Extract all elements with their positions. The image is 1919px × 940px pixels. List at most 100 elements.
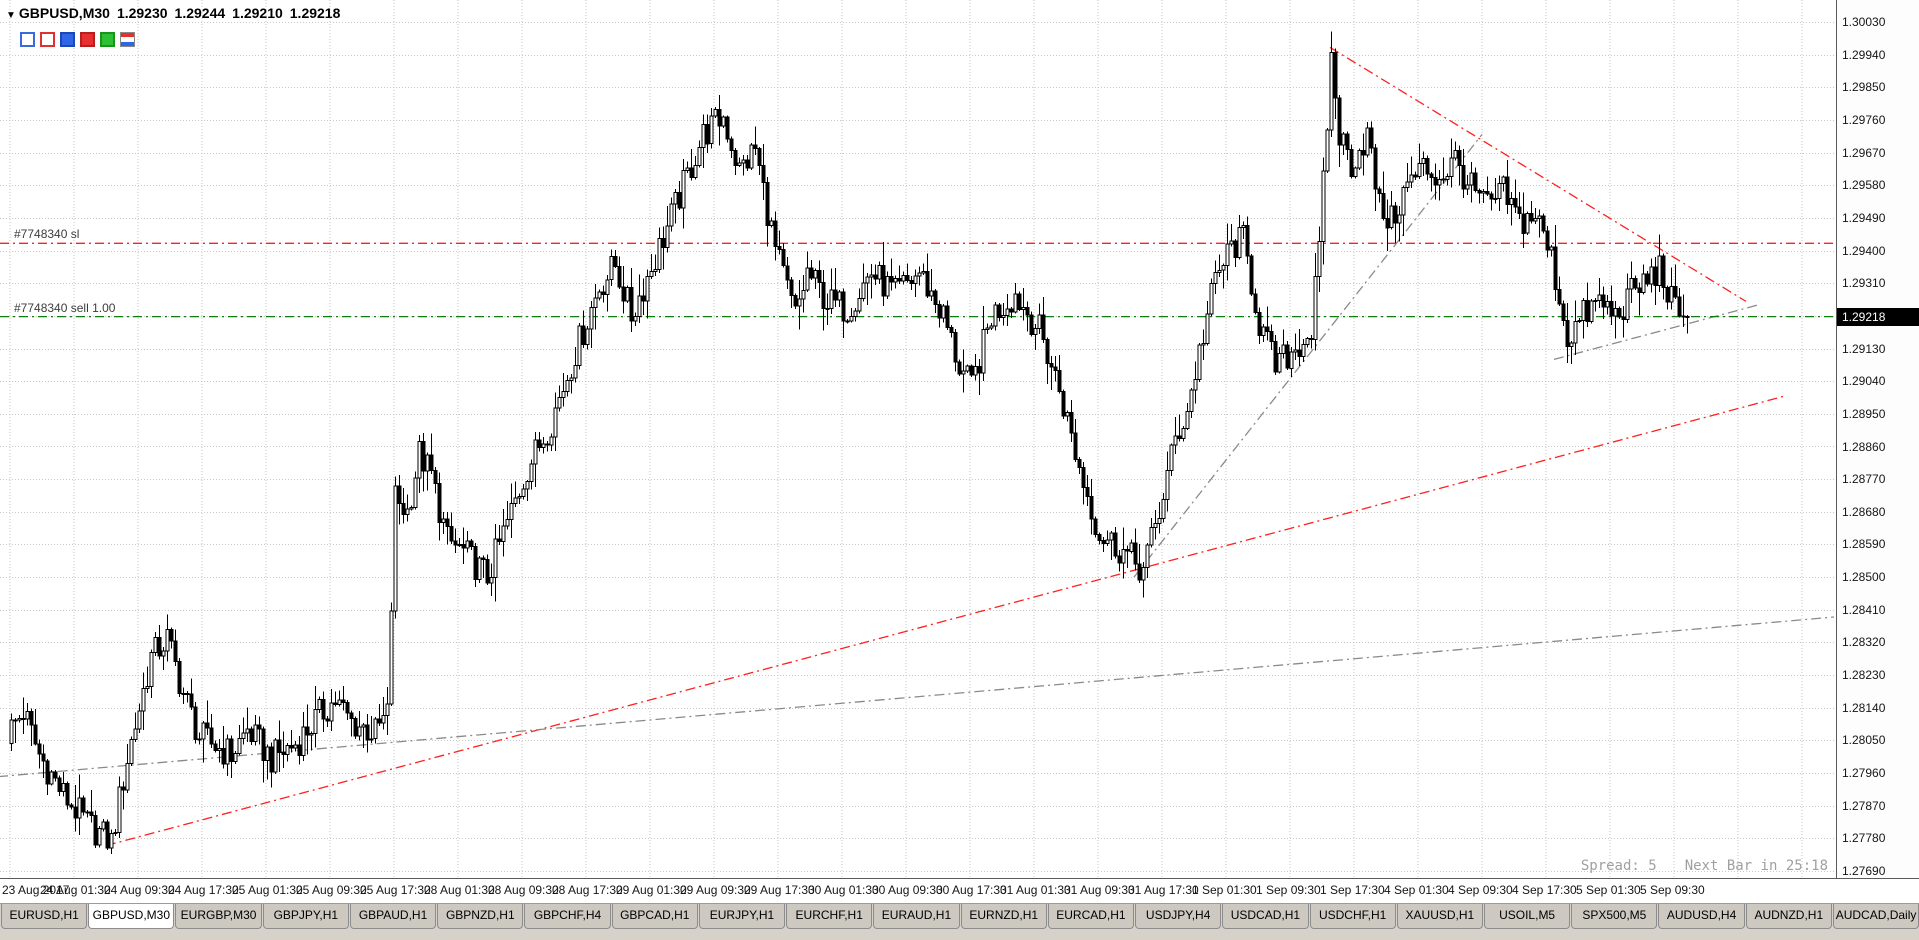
blue-outline-button[interactable] <box>20 32 35 47</box>
price-axis-label: 1.29130 <box>1842 341 1886 356</box>
chart-tabs-bar: EURUSD,H1 GBPUSD,M30 EURGBP,M30 GBPJPY,H1 GB… <box>0 903 1919 940</box>
time-axis-label: 28 Aug 01:30 <box>424 883 495 897</box>
sell-order-line-label[interactable]: #7748340 sell 1.00 <box>14 300 116 315</box>
price-axis-label: 1.28770 <box>1842 472 1886 487</box>
stripe <box>121 41 134 46</box>
current-price-tag: 1.29218 <box>1837 307 1919 326</box>
time-axis-label: 5 Sep 01:30 <box>1576 883 1641 897</box>
price-axis-label: 1.28140 <box>1842 700 1886 715</box>
price-axis-label: 1.28860 <box>1842 439 1886 454</box>
time-axis-label: 29 Aug 09:30 <box>680 883 751 897</box>
symbol-dropdown-icon[interactable]: ▼ <box>6 10 16 21</box>
price-axis-label: 1.27870 <box>1842 798 1886 813</box>
tab-GBPAUD-H1[interactable]: GBPAUD,H1 <box>349 904 437 929</box>
price-axis[interactable]: 1.30030 1.29940 1.29850 1.29760 1.29670 1.295… <box>1837 0 1919 878</box>
red-outline-button[interactable] <box>40 32 55 47</box>
price-axis-label: 1.28320 <box>1842 635 1886 650</box>
price-axis-label: 1.29670 <box>1842 145 1886 160</box>
price-axis-label: 1.28500 <box>1842 570 1886 585</box>
time-axis-label: 30 Aug 17:30 <box>936 883 1007 897</box>
time-axis-label: 1 Sep 01:30 <box>1192 883 1257 897</box>
tab-EURCHF-H1[interactable]: EURCHF,H1 <box>786 904 873 929</box>
time-axis-label: 24 Aug 01:30 <box>40 883 111 897</box>
tab-GBPNZD-H1[interactable]: GBPNZD,H1 <box>437 904 524 929</box>
chart-canvas[interactable]: ▼ GBPUSD,M30 1.29230 1.29244 1.29210 1.29218 … <box>0 0 1836 878</box>
tab-USDCHF-H1[interactable]: USDCHF,H1 <box>1309 904 1396 929</box>
time-axis-label: 5 Sep 09:30 <box>1640 883 1705 897</box>
time-axis-label: 30 Aug 01:30 <box>808 883 879 897</box>
tab-AUDNZD-H1[interactable]: AUDNZD,H1 <box>1745 904 1832 929</box>
tab-EURJPY-H1[interactable]: EURJPY,H1 <box>698 904 786 929</box>
price-axis-label: 1.28230 <box>1842 668 1886 683</box>
price-axis-label: 1.29940 <box>1842 47 1886 62</box>
time-axis-label: 31 Aug 01:30 <box>1000 883 1071 897</box>
tab-AUDCAD-Daily[interactable]: AUDCAD,Daily <box>1832 904 1919 929</box>
time-axis-label: 24 Aug 09:30 <box>104 883 175 897</box>
ohlc-open: 1.29230 <box>116 5 168 21</box>
spread-info: Spread: 5 Next Bar in 25:18 <box>1581 858 1828 874</box>
price-axis-label: 1.28590 <box>1842 537 1886 552</box>
time-axis-label: 31 Aug 09:30 <box>1064 883 1135 897</box>
price-axis-label: 1.29310 <box>1842 276 1886 291</box>
tab-USOIL-M5[interactable]: USOIL,M5 <box>1483 904 1571 929</box>
tab-EURUSD-H1[interactable]: EURUSD,H1 <box>1 904 88 929</box>
tab-EURAUD-H1[interactable]: EURAUD,H1 <box>873 904 960 929</box>
time-axis-label: 24 Aug 17:30 <box>168 883 239 897</box>
tab-USDCAD-H1[interactable]: USDCAD,H1 <box>1222 904 1309 929</box>
time-axis-label: 1 Sep 17:30 <box>1320 883 1385 897</box>
chart-title: ▼ GBPUSD,M30 1.29230 1.29244 1.29210 1.29218 <box>6 5 347 21</box>
time-axis-label: 25 Aug 17:30 <box>360 883 431 897</box>
price-axis-label: 1.27690 <box>1842 864 1886 878</box>
tab-EURCAD-H1[interactable]: EURCAD,H1 <box>1047 904 1135 929</box>
time-axis-label: 4 Sep 17:30 <box>1512 883 1577 897</box>
time-axis-label: 29 Aug 17:30 <box>744 883 815 897</box>
tab-GBPUSD-M30[interactable]: GBPUSD,M30 <box>88 904 175 929</box>
tab-GBPCHF-H4[interactable]: GBPCHF,H4 <box>524 904 611 929</box>
price-axis-label: 1.28410 <box>1842 602 1886 617</box>
green-fill-button[interactable] <box>100 32 115 47</box>
tab-GBPCAD-H1[interactable]: GBPCAD,H1 <box>611 904 698 929</box>
stripe <box>121 33 134 38</box>
time-axis-label: 29 Aug 01:30 <box>616 883 687 897</box>
ohlc-close: 1.29218 <box>289 5 341 21</box>
tab-USDJPY-H4[interactable]: USDJPY,H4 <box>1135 904 1222 929</box>
chart-buttons-toolbar <box>20 32 135 47</box>
price-axis-label: 1.28050 <box>1842 733 1886 748</box>
time-axis-label: 25 Aug 01:30 <box>232 883 303 897</box>
ohlc-low: 1.29210 <box>232 5 283 21</box>
price-axis-label: 1.28950 <box>1842 406 1886 421</box>
tab-AUDUSD-H4[interactable]: AUDUSD,H4 <box>1658 904 1745 929</box>
blue-fill-button[interactable] <box>60 32 75 47</box>
axis-separator-horizontal <box>0 878 1919 879</box>
tab-GBPJPY-H1[interactable]: GBPJPY,H1 <box>262 904 349 929</box>
chart-symbol-label: GBPUSD,M30 <box>18 5 110 21</box>
time-axis-label: 31 Aug 17:30 <box>1128 883 1199 897</box>
price-axis-label: 1.27780 <box>1842 831 1886 846</box>
spread-label: Spread: 5 <box>1580 858 1657 874</box>
time-axis-label: 25 Aug 09:30 <box>296 883 367 897</box>
red-fill-button[interactable] <box>80 32 95 47</box>
time-axis-label: 30 Aug 09:30 <box>872 883 943 897</box>
candlestick-chart[interactable] <box>0 0 1836 878</box>
tab-EURNZD-H1[interactable]: EURNZD,H1 <box>960 904 1047 929</box>
time-axis-label: 28 Aug 09:30 <box>488 883 559 897</box>
time-axis-label: 28 Aug 17:30 <box>552 883 623 897</box>
price-axis-label: 1.29580 <box>1842 178 1886 193</box>
price-axis-label: 1.29760 <box>1842 112 1886 127</box>
price-axis-label: 1.28680 <box>1842 504 1886 519</box>
tab-EURGBP-M30[interactable]: EURGBP,M30 <box>175 904 262 929</box>
striped-flag-button[interactable] <box>120 32 135 47</box>
time-axis[interactable]: 23 Aug 2017 24 Aug 01:30 24 Aug 09:30 24 Au… <box>0 879 1919 903</box>
tab-XAUUSD-H1[interactable]: XAUUSD,H1 <box>1396 904 1483 929</box>
stripe <box>121 37 134 42</box>
price-axis-label: 1.29400 <box>1842 243 1886 258</box>
stop-loss-line-label[interactable]: #7748340 sl <box>14 227 80 242</box>
time-axis-label: 4 Sep 09:30 <box>1448 883 1513 897</box>
price-axis-label: 1.29850 <box>1842 80 1886 95</box>
price-axis-label: 1.27960 <box>1842 766 1886 781</box>
time-axis-label: 23 Aug 2017 <box>2 883 70 897</box>
price-axis-label: 1.29040 <box>1842 374 1886 389</box>
ohlc-high: 1.29244 <box>174 5 226 21</box>
tab-SPX500-M5[interactable]: SPX500,M5 <box>1571 904 1658 929</box>
